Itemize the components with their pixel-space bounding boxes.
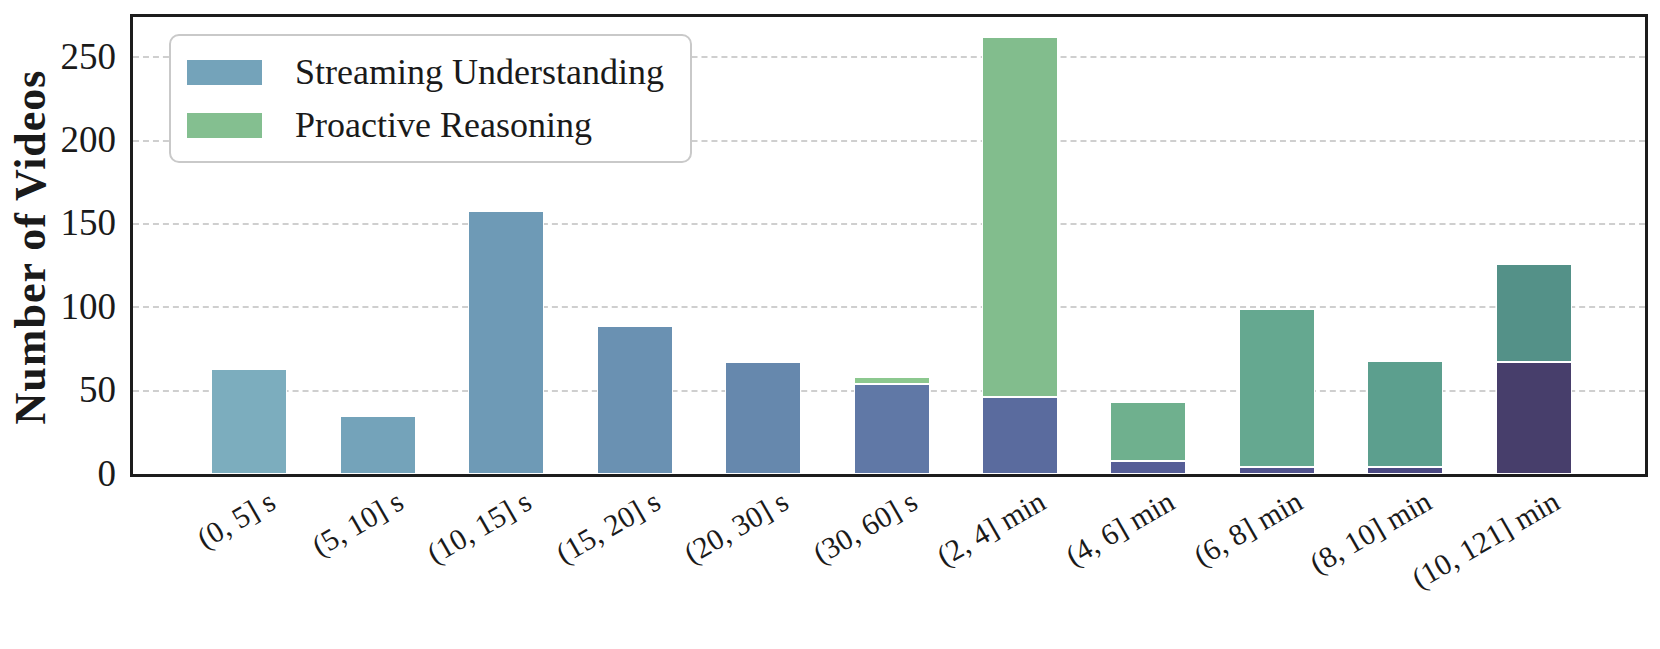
bar-segment-streaming — [1367, 467, 1443, 474]
bar-segment-proactive — [1367, 361, 1443, 468]
plot-area: Streaming Understanding Proactive Reason… — [130, 14, 1648, 477]
x-tick-label-(4, 6] min: (4, 6] min — [1060, 484, 1180, 573]
x-tick-label-(10, 15] s: (10, 15] s — [422, 484, 538, 571]
bar-segment-streaming — [211, 369, 287, 474]
y-tick-label-0: 0 — [0, 450, 116, 498]
bar-chart: Number of Videos Streaming Understanding… — [0, 0, 1660, 649]
legend-entry-proactive: Proactive Reasoning — [187, 102, 664, 148]
bar-(20, 30] s — [725, 362, 801, 474]
legend-swatch-proactive-icon — [187, 113, 262, 138]
bar-(2, 4] min — [982, 37, 1058, 474]
bar-segment-streaming — [1110, 461, 1186, 474]
bar-(15, 20] s — [597, 326, 673, 474]
bar-(10, 15] s — [468, 211, 544, 474]
gridline-150 — [133, 223, 1645, 225]
x-tick-label-(6, 8] min: (6, 8] min — [1188, 484, 1308, 573]
bar-segment-proactive — [854, 377, 930, 384]
bar-segment-streaming — [468, 211, 544, 474]
y-tick-label-50: 50 — [0, 366, 116, 414]
bar-segment-streaming — [597, 326, 673, 474]
x-tick-label-(30, 60] s: (30, 60] s — [807, 484, 923, 571]
bar-segment-streaming — [1239, 467, 1315, 474]
legend-label-streaming: Streaming Understanding — [295, 51, 664, 93]
bar-segment-proactive — [982, 37, 1058, 397]
bar-segment-proactive — [1110, 402, 1186, 460]
x-tick-label-(2, 4] min: (2, 4] min — [931, 484, 1051, 573]
legend: Streaming Understanding Proactive Reason… — [169, 34, 692, 163]
bar-segment-proactive — [1496, 264, 1572, 362]
bar-(30, 60] s — [854, 377, 930, 474]
bar-(8, 10] min — [1367, 361, 1443, 474]
bar-segment-streaming — [725, 362, 801, 474]
bar-segment-streaming — [340, 416, 416, 474]
bar-(5, 10] s — [340, 416, 416, 474]
bar-(10, 121] min — [1496, 264, 1572, 474]
y-tick-label-100: 100 — [0, 283, 116, 331]
bar-(6, 8] min — [1239, 309, 1315, 474]
bar-segment-streaming — [982, 397, 1058, 474]
legend-entry-streaming: Streaming Understanding — [187, 49, 664, 95]
legend-swatch-streaming-icon — [187, 60, 262, 85]
x-tick-label-(0, 5] s: (0, 5] s — [191, 484, 281, 556]
y-tick-label-250: 250 — [0, 33, 116, 81]
y-tick-label-150: 150 — [0, 199, 116, 247]
legend-label-proactive: Proactive Reasoning — [295, 104, 592, 146]
gridline-100 — [133, 306, 1645, 308]
x-tick-label-(15, 20] s: (15, 20] s — [550, 484, 666, 571]
x-tick-label-(5, 10] s: (5, 10] s — [306, 484, 409, 563]
bar-segment-streaming — [854, 384, 930, 474]
bar-segment-streaming — [1496, 362, 1572, 474]
y-tick-label-200: 200 — [0, 116, 116, 164]
x-tick-label-(20, 30] s: (20, 30] s — [679, 484, 795, 571]
bar-segment-proactive — [1239, 309, 1315, 467]
bar-(4, 6] min — [1110, 402, 1186, 474]
bar-(0, 5] s — [211, 369, 287, 474]
